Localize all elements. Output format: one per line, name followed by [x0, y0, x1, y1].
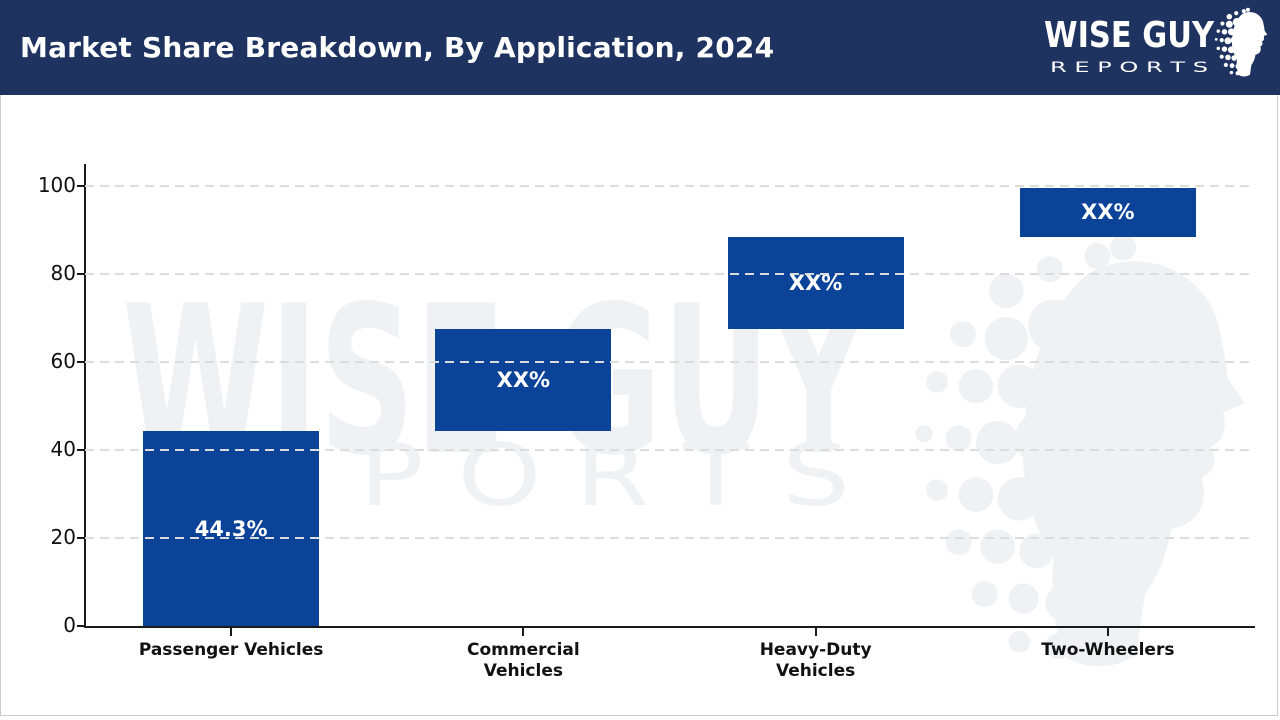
bar-value-label: 44.3%	[194, 516, 268, 541]
logo-subtext: R E P O R T S	[1050, 60, 1208, 76]
category-label-line: Heavy-Duty	[759, 640, 872, 660]
category-label: Passenger Vehicles	[111, 640, 351, 661]
y-tick-label: 60	[50, 349, 76, 373]
x-axis-line	[84, 626, 1255, 628]
gridline	[85, 449, 1254, 451]
category-label: Two-Wheelers	[988, 640, 1228, 661]
y-tick-label: 40	[50, 437, 76, 461]
category-label-line: Vehicles	[776, 661, 856, 681]
y-tick-label: 0	[63, 613, 76, 637]
x-axis-tick	[814, 628, 817, 636]
wiseguy-logo: WISE GUY R E P O R T S	[1044, 7, 1268, 77]
y-axis-tick	[77, 185, 85, 187]
header-bar: Market Share Breakdown, By Application, …	[0, 0, 1280, 95]
category-label-line: Two-Wheelers	[1041, 640, 1175, 660]
gridline	[85, 273, 1254, 275]
gridline	[85, 537, 1254, 539]
y-axis-line	[84, 164, 86, 628]
chart-title: Market Share Breakdown, By Application, …	[20, 31, 775, 64]
category-label-line: Passenger Vehicles	[138, 640, 324, 660]
category-label-line: Commercial	[467, 640, 580, 660]
x-axis-tick	[1106, 628, 1109, 636]
bar-heavy-duty-vehicles: XX%	[727, 237, 904, 329]
category-label: Commercial Vehicles	[403, 640, 643, 682]
gridline	[85, 185, 1254, 187]
y-axis-tick	[77, 449, 85, 451]
bar-two-wheelers: XX%	[1019, 187, 1196, 238]
x-axis-tick	[230, 628, 233, 636]
wiseguy-head-icon	[1214, 7, 1268, 77]
y-axis-tick	[77, 625, 85, 627]
category-label-line: Vehicles	[483, 661, 563, 681]
y-axis-tick	[77, 361, 85, 363]
y-axis-tick	[77, 273, 85, 275]
bar-passenger-vehicles: 44.3%	[143, 431, 320, 626]
bar-value-label: XX%	[1081, 200, 1135, 225]
y-axis-tick	[77, 537, 85, 539]
x-axis-tick	[522, 628, 525, 636]
gridline	[85, 361, 1254, 363]
category-label: Heavy-Duty Vehicles	[696, 640, 936, 682]
bar-commercial-vehicles: XX%	[435, 328, 612, 432]
y-tick-label: 80	[50, 261, 76, 285]
logo-wordmark: WISE GUY	[1044, 15, 1215, 56]
y-tick-label: 20	[50, 525, 76, 549]
bar-value-label: XX%	[496, 367, 551, 392]
y-tick-label: 100	[37, 173, 76, 197]
